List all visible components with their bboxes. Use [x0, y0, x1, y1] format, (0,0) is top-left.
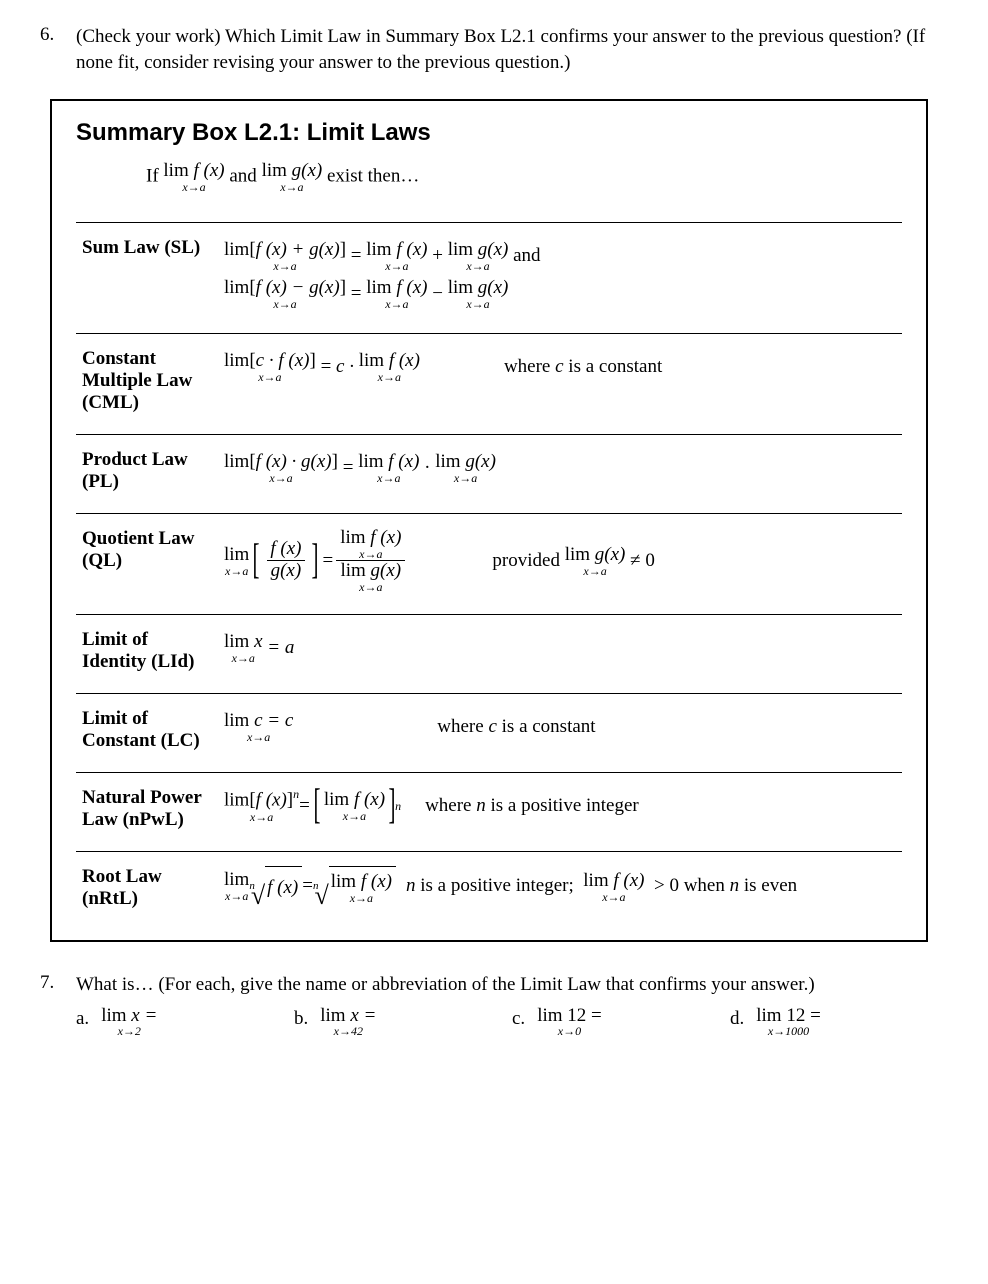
law-formula-lid: lim xx→a = a [218, 614, 902, 693]
law-name-pl: Product Law (PL) [76, 434, 218, 513]
law-row-lid: Limit of Identity (LId) lim xx→a = a [76, 614, 902, 693]
law-name-sl: Sum Law (SL) [76, 222, 218, 333]
intro-prefix: If [146, 166, 163, 187]
law-formula-ql: limx→a [ f (x) g(x) ] = lim f (x)x→a [218, 513, 902, 614]
laws-table: Sum Law (SL) lim[f (x) + g(x)]x→a = lim … [76, 222, 902, 930]
question-7-number: 7. [40, 972, 76, 1038]
npwl-condition: where n is a positive integer [425, 787, 639, 825]
law-formula-sl: lim[f (x) + g(x)]x→a = lim f (x)x→a + li… [218, 222, 902, 333]
question-6-text: (Check your work) Which Limit Law in Sum… [76, 24, 948, 75]
law-formula-lc: lim c = cx→a where c is a constant [218, 693, 902, 772]
law-name-ql: Quotient Law (QL) [76, 513, 218, 614]
law-formula-npwl: lim[f (x)]nx→a = [ lim f (x)x→a ]n where… [218, 772, 902, 851]
law-name-lid: Limit of Identity (LId) [76, 614, 218, 693]
law-name-nrtl: Root Law (nRtL) [76, 851, 218, 930]
summary-box-title: Summary Box L2.1: Limit Laws [76, 119, 902, 147]
intro-and: and [229, 166, 261, 187]
q7-part-c: c. lim 12 =x→0 [512, 1006, 730, 1039]
law-name-cml: Constant Multiple Law (CML) [76, 333, 218, 434]
summary-box: Summary Box L2.1: Limit Laws If lim f (x… [50, 99, 928, 942]
question-7-parts: a. lim x =x→2 b. lim x =x→42 c. lim 12 =… [76, 1006, 948, 1039]
intro-lim-gx: lim g(x) x→a [262, 161, 323, 194]
q7-part-a: a. lim x =x→2 [76, 1006, 294, 1039]
ql-condition: provided lim g(x)x→a ≠ 0 [492, 542, 654, 580]
question-7: 7. What is… (For each, give the name or … [40, 972, 948, 1038]
law-row-lc: Limit of Constant (LC) lim c = cx→a wher… [76, 693, 902, 772]
law-formula-pl: lim[f (x) · g(x)]x→a = lim f (x)x→a · li… [218, 434, 902, 513]
law-row-npwl: Natural Power Law (nPwL) lim[f (x)]nx→a … [76, 772, 902, 851]
law-formula-nrtl: limx→a n√f (x) = n√ lim f (x)x→a n is a … [218, 851, 902, 930]
law-row-nrtl: Root Law (nRtL) limx→a n√f (x) = n√ lim … [76, 851, 902, 930]
law-formula-cml: lim[c · f (x)]x→a = c · lim f (x)x→a whe… [218, 333, 902, 434]
law-row-sl: Sum Law (SL) lim[f (x) + g(x)]x→a = lim … [76, 222, 902, 333]
lc-condition: where c is a constant [437, 708, 595, 746]
intro-lim-fx: lim f (x) x→a [163, 161, 224, 194]
summary-box-intro: If lim f (x) x→a and lim g(x) x→a exist … [146, 161, 902, 194]
law-name-lc: Limit of Constant (LC) [76, 693, 218, 772]
question-6: 6. (Check your work) Which Limit Law in … [40, 24, 948, 75]
question-7-text: What is… (For each, give the name or abb… [76, 972, 948, 998]
cml-condition: where c is a constant [504, 348, 662, 386]
nrtl-condition: n is a positive integer; lim f (x)x→a > … [406, 867, 797, 905]
law-name-npwl: Natural Power Law (nPwL) [76, 772, 218, 851]
law-row-cml: Constant Multiple Law (CML) lim[c · f (x… [76, 333, 902, 434]
law-row-ql: Quotient Law (QL) limx→a [ f (x) g(x) ] … [76, 513, 902, 614]
intro-suffix: exist then… [327, 166, 419, 187]
question-6-number: 6. [40, 24, 76, 75]
law-row-pl: Product Law (PL) lim[f (x) · g(x)]x→a = … [76, 434, 902, 513]
q7-part-d: d. lim 12 =x→1000 [730, 1006, 948, 1039]
q7-part-b: b. lim x =x→42 [294, 1006, 512, 1039]
